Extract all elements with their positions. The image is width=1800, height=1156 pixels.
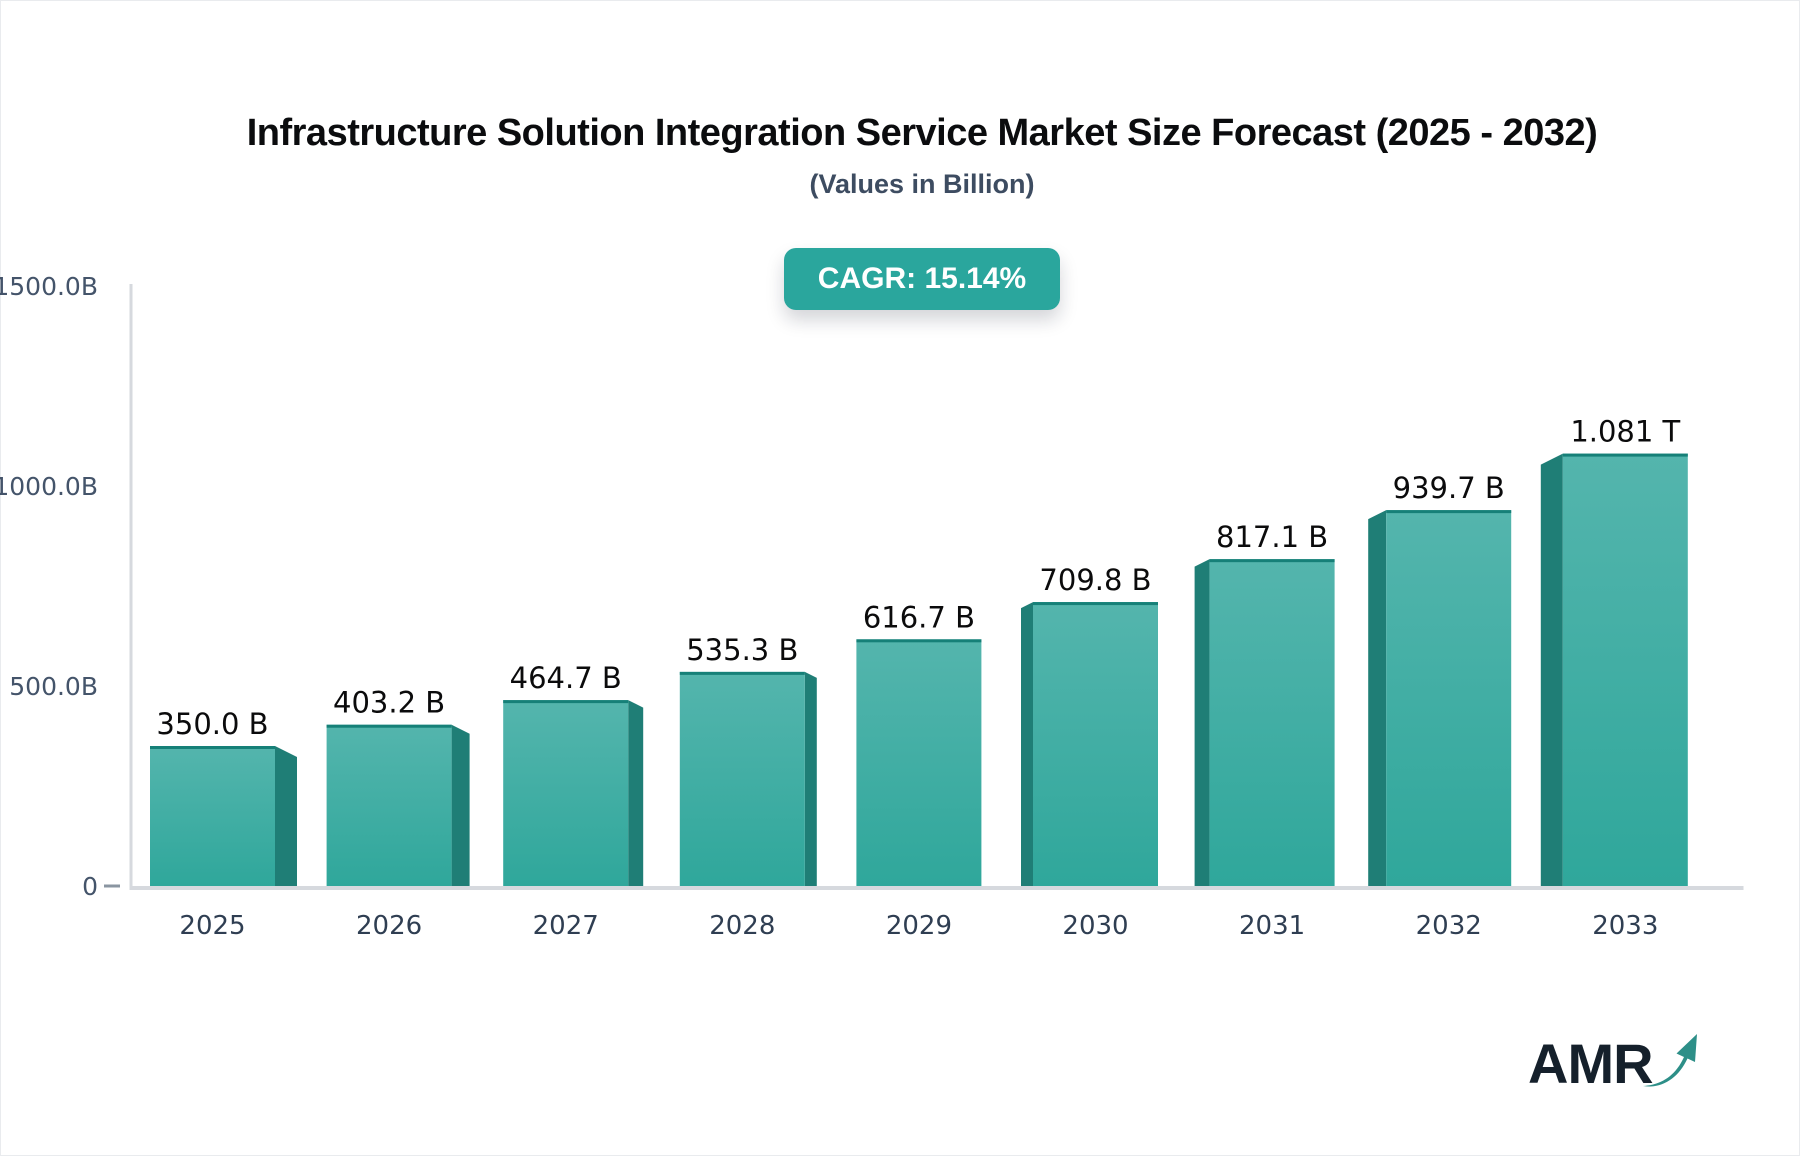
bar-value-label: 709.8 B [1039, 563, 1151, 597]
bar-side-face [1021, 602, 1033, 886]
bar-side-face [1368, 510, 1387, 886]
x-category-label: 2027 [533, 911, 599, 941]
bar-value-label: 403.2 B [333, 686, 445, 720]
bar-side-face [275, 746, 297, 886]
bar-value-label: 350.0 B [156, 707, 268, 741]
bar-side-face [1540, 453, 1563, 886]
amr-logo: AMR [1528, 1032, 1697, 1095]
bar-value-label: 817.1 B [1216, 520, 1328, 554]
bar-group-2028: 535.3 B 2028 [679, 633, 817, 941]
bar-face [1386, 510, 1512, 886]
bar-face [503, 700, 629, 886]
bar-value-label: 535.3 B [686, 633, 798, 667]
y-tick-label: 1500.0B [0, 272, 98, 301]
x-category-label: 2031 [1239, 911, 1305, 941]
bar-face [1033, 602, 1158, 886]
x-axis-line [129, 886, 1744, 890]
x-category-label: 2026 [356, 911, 422, 941]
bar-top-edge [503, 700, 629, 704]
x-category-label: 2032 [1416, 911, 1482, 941]
bar-top-edge [1033, 602, 1158, 606]
cagr-badge: CAGR: 15.14% [783, 248, 1061, 310]
bar-top-edge [1562, 453, 1688, 457]
x-category-label: 2033 [1592, 911, 1658, 941]
bar-side-face [1194, 559, 1210, 886]
bar-group-2032: 939.7 B 2032 [1368, 471, 1512, 941]
bar-group-2027: 464.7 B 2027 [503, 661, 644, 941]
bar-top-edge [1209, 559, 1335, 563]
x-category-label: 2028 [709, 911, 775, 941]
bar-face [326, 724, 452, 886]
chart-title: Infrastructure Solution Integration Serv… [246, 112, 1598, 154]
bar-side-face [451, 724, 470, 886]
y-tick-label: 500.0B [9, 672, 98, 701]
bar-group-2030: 709.8 B 2030 [1021, 563, 1158, 941]
bar-group-2026: 403.2 B 2026 [326, 686, 470, 941]
bar-value-label: 616.7 B [863, 600, 975, 634]
y-tick-label: 0 [82, 872, 98, 901]
x-category-label: 2030 [1062, 911, 1128, 941]
bar-top-edge [856, 639, 982, 643]
bar-face [1209, 559, 1335, 886]
bar-face [1562, 453, 1688, 886]
y-axis-line [129, 284, 133, 890]
bar-top-edge [1386, 510, 1512, 514]
bar-value-label: 1.081 T [1570, 415, 1680, 449]
bar-group-2025: 350.0 B 2025 [150, 707, 297, 941]
bar-group-2033: 1.081 T 2033 [1540, 415, 1688, 941]
y-tick-label: 1000.0B [0, 472, 98, 501]
x-category-label: 2025 [179, 911, 245, 941]
bar-side-face [804, 671, 817, 886]
bar-group-2029: 616.7 B 2029 [856, 600, 982, 941]
header: Infrastructure Solution Integration Serv… [44, 0, 1800, 310]
bar-face [856, 639, 982, 886]
amr-logo-text: AMR [1528, 1032, 1654, 1095]
bar-value-label: 939.7 B [1393, 471, 1505, 505]
zero-tick-mark [104, 884, 120, 888]
bar-top-edge [679, 671, 805, 675]
bar-top-edge [150, 746, 275, 749]
bar-face [150, 746, 275, 886]
growth-arrow-icon [1642, 1034, 1697, 1087]
bar-group-2031: 817.1 B 2031 [1194, 520, 1335, 941]
bar-value-label: 464.7 B [510, 661, 622, 695]
chart-subtitle: (Values in Billion) [809, 169, 1035, 199]
x-category-label: 2029 [886, 911, 952, 941]
bar-side-face [628, 700, 644, 886]
bar-face [679, 671, 805, 886]
bar-top-edge [326, 724, 452, 728]
